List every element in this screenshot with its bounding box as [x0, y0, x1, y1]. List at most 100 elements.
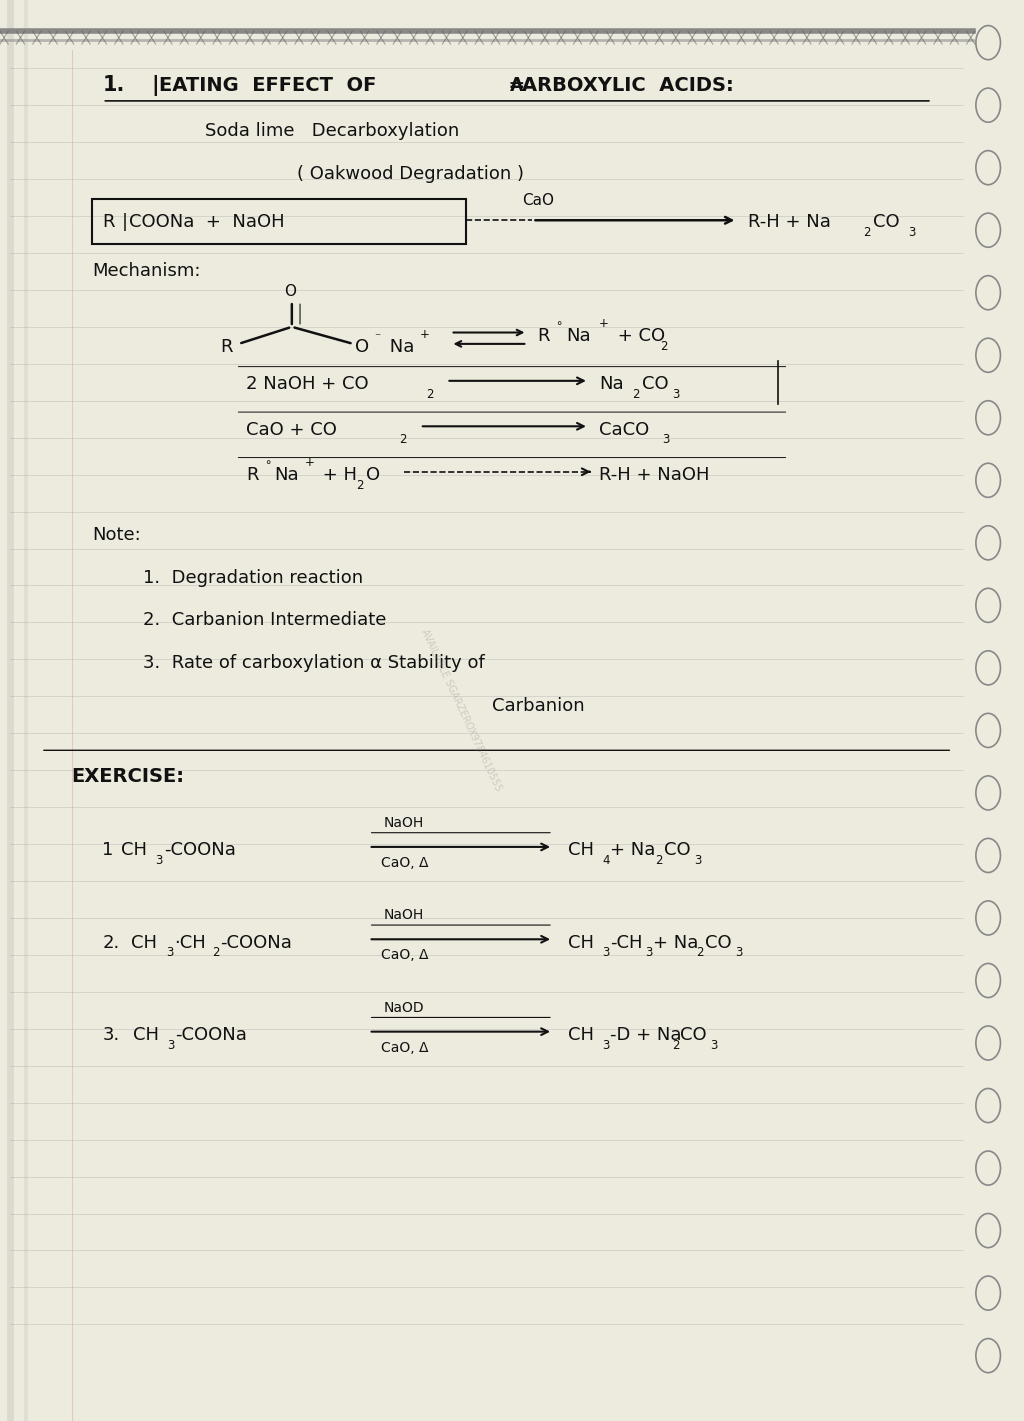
Text: O: O [355, 338, 370, 357]
Text: R: R [246, 466, 258, 485]
Text: O: O [284, 284, 296, 298]
Text: AVAILABLE SGARZEROX9784610555: AVAILABLE SGARZEROX9784610555 [419, 628, 503, 793]
Circle shape [976, 526, 1000, 560]
Circle shape [976, 276, 1000, 310]
Text: -CH: -CH [610, 934, 643, 952]
Text: 3: 3 [694, 854, 701, 867]
Text: CaO: CaO [522, 193, 554, 207]
Circle shape [976, 1026, 1000, 1060]
Text: CO: CO [873, 213, 900, 232]
Circle shape [976, 1339, 1000, 1373]
Text: 3: 3 [602, 1039, 609, 1052]
Text: 1.: 1. [102, 75, 125, 95]
Circle shape [976, 1151, 1000, 1185]
Text: Na: Na [384, 338, 415, 357]
Text: ARBOXYLIC  ACIDS:: ARBOXYLIC ACIDS: [522, 75, 734, 95]
Text: 2.  Carbanion Intermediate: 2. Carbanion Intermediate [143, 611, 387, 630]
Text: R: R [538, 327, 550, 345]
Text: 2: 2 [655, 854, 663, 867]
Text: CH: CH [568, 934, 594, 952]
Text: |: | [152, 75, 159, 97]
Text: -D + Na: -D + Na [610, 1026, 682, 1044]
Text: -COONa: -COONa [220, 934, 292, 952]
Circle shape [976, 963, 1000, 998]
Text: Na: Na [599, 375, 624, 394]
Text: 2: 2 [399, 433, 407, 446]
Circle shape [976, 588, 1000, 622]
Circle shape [976, 1276, 1000, 1310]
Text: 3: 3 [672, 388, 679, 401]
Text: CaO, Δ: CaO, Δ [381, 1040, 428, 1054]
Text: 3.: 3. [102, 1026, 120, 1044]
Text: NaOD: NaOD [384, 1000, 425, 1015]
Circle shape [976, 463, 1000, 497]
Text: EXERCISE:: EXERCISE: [72, 766, 184, 786]
Circle shape [976, 651, 1000, 685]
Text: Carbanion: Carbanion [492, 696, 584, 715]
Text: 4: 4 [602, 854, 609, 867]
Circle shape [976, 838, 1000, 872]
Text: + CO: + CO [612, 327, 666, 345]
Circle shape [976, 26, 1000, 60]
Text: Soda lime   Decarboxylation: Soda lime Decarboxylation [205, 122, 459, 141]
Text: 2: 2 [863, 226, 870, 239]
Text: 2: 2 [632, 388, 639, 401]
Text: -COONa: -COONa [175, 1026, 247, 1044]
Text: CO: CO [705, 934, 731, 952]
Text: +: + [420, 328, 430, 341]
Text: O: O [366, 466, 380, 485]
Text: 2: 2 [212, 946, 219, 959]
Text: 2: 2 [672, 1039, 679, 1052]
Circle shape [976, 338, 1000, 372]
Circle shape [976, 776, 1000, 810]
Text: + H: + H [317, 466, 357, 485]
Bar [92, 199, 466, 244]
Text: Na: Na [566, 327, 591, 345]
Text: CH: CH [133, 1026, 159, 1044]
Text: 3: 3 [166, 946, 173, 959]
Text: ∘: ∘ [264, 456, 271, 469]
Text: 3: 3 [908, 226, 915, 239]
Text: +: + [305, 456, 315, 469]
Text: -COONa: -COONa [164, 841, 236, 860]
Text: R: R [102, 213, 115, 232]
Text: NaOH: NaOH [384, 908, 424, 922]
Text: Na: Na [274, 466, 299, 485]
Text: 3: 3 [663, 433, 670, 446]
Text: 3: 3 [602, 946, 609, 959]
Text: CaO, Δ: CaO, Δ [381, 948, 428, 962]
Text: ₳: ₳ [510, 75, 523, 95]
Text: 3: 3 [735, 946, 742, 959]
Text: CO: CO [642, 375, 669, 394]
Text: CH: CH [568, 1026, 594, 1044]
Text: 3.  Rate of carboxylation α Stability of: 3. Rate of carboxylation α Stability of [143, 654, 485, 672]
Text: NaOH: NaOH [384, 816, 424, 830]
Text: 3: 3 [156, 854, 163, 867]
Circle shape [976, 88, 1000, 122]
Text: + Na: + Na [653, 934, 698, 952]
Text: EATING  EFFECT  OF: EATING EFFECT OF [159, 75, 389, 95]
Text: 3: 3 [645, 946, 652, 959]
Text: 1.  Degradation reaction: 1. Degradation reaction [143, 568, 364, 587]
Text: CO: CO [680, 1026, 707, 1044]
Text: CH: CH [121, 841, 146, 860]
Text: CaO + CO: CaO + CO [246, 421, 337, 439]
Text: CO: CO [664, 841, 690, 860]
Circle shape [976, 213, 1000, 247]
Text: 3: 3 [711, 1039, 718, 1052]
Text: ⁻: ⁻ [374, 331, 380, 344]
Text: + Na: + Na [610, 841, 655, 860]
Circle shape [976, 401, 1000, 435]
Circle shape [976, 713, 1000, 747]
Text: ·CH: ·CH [174, 934, 206, 952]
Text: 1: 1 [102, 841, 114, 860]
Text: CH: CH [131, 934, 157, 952]
Text: R-H + NaOH: R-H + NaOH [599, 466, 710, 485]
Text: ( Oakwood Degradation ): ( Oakwood Degradation ) [297, 165, 524, 183]
Text: 2 NaOH + CO: 2 NaOH + CO [246, 375, 369, 394]
Text: ∘: ∘ [555, 317, 562, 330]
Text: 2.: 2. [102, 934, 120, 952]
Text: COONa  +  NaOH: COONa + NaOH [129, 213, 285, 232]
Text: CaCO: CaCO [599, 421, 649, 439]
Text: 2: 2 [696, 946, 703, 959]
